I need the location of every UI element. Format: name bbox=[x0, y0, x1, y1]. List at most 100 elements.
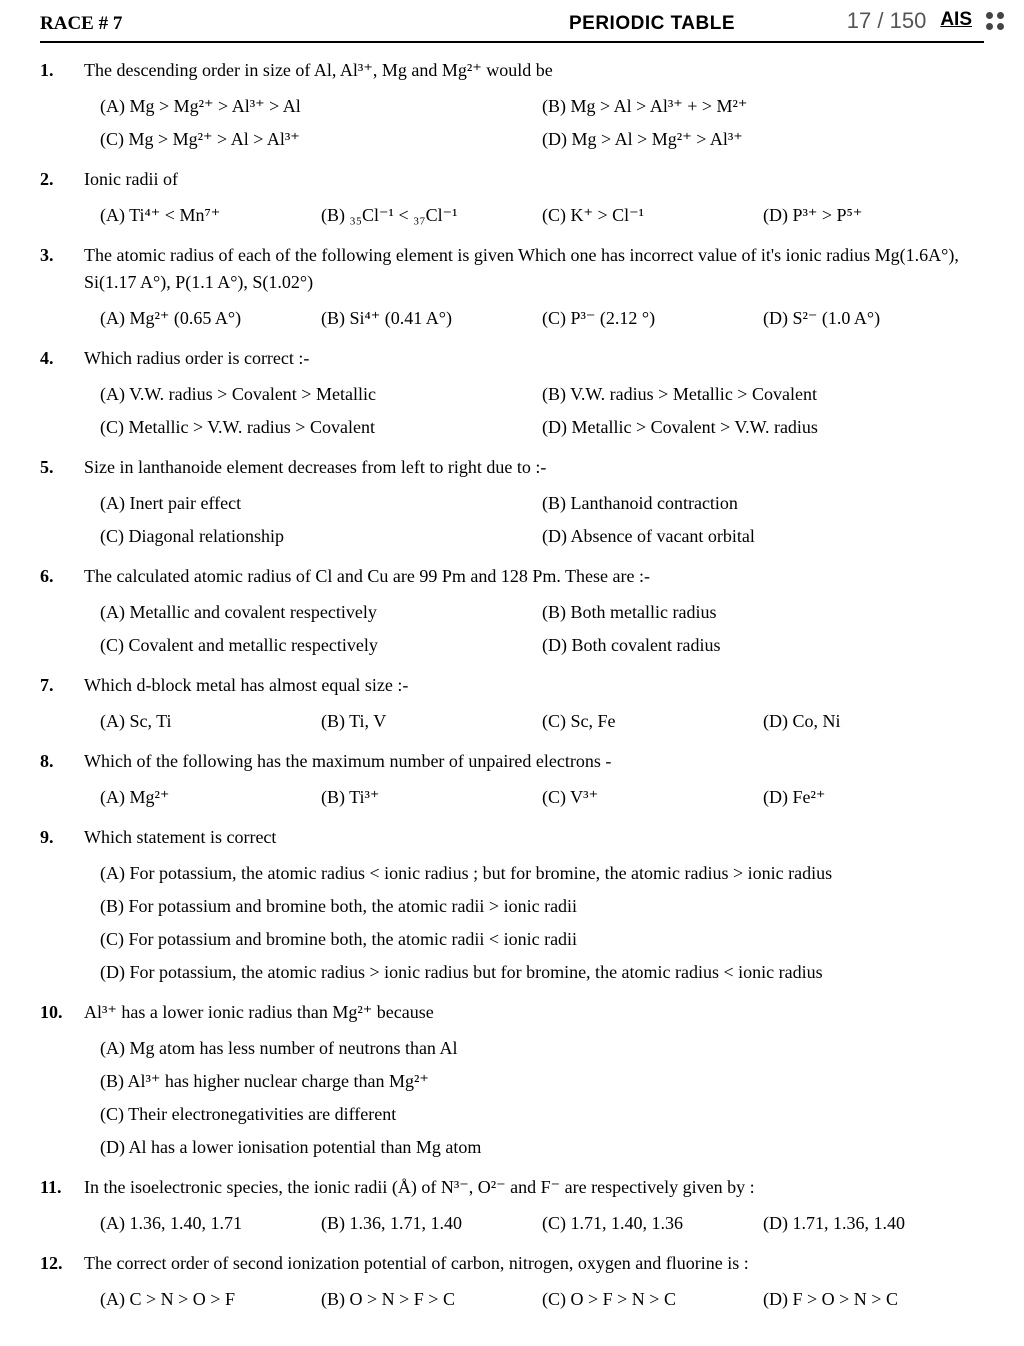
option[interactable]: (D) Co, Ni bbox=[763, 705, 984, 738]
question-row: 11.In the isoelectronic species, the ion… bbox=[40, 1174, 984, 1201]
question-text: Which statement is correct bbox=[84, 824, 984, 851]
question-number: 8. bbox=[40, 748, 84, 775]
option[interactable]: (D) F > O > N > C bbox=[763, 1283, 984, 1316]
option[interactable]: (B) Both metallic radius bbox=[542, 596, 984, 629]
option[interactable]: (D) For potassium, the atomic radius > i… bbox=[100, 956, 984, 989]
options-group: (A) Sc, Ti(B) Ti, V(C) Sc, Fe(D) Co, Ni bbox=[40, 705, 984, 738]
option[interactable]: (A) Inert pair effect bbox=[100, 487, 542, 520]
option[interactable]: (B) O > N > F > C bbox=[321, 1283, 542, 1316]
options-group: (A) C > N > O > F(B) O > N > F > C(C) O … bbox=[40, 1283, 984, 1316]
option[interactable]: (C) 1.71, 1.40, 1.36 bbox=[542, 1207, 763, 1240]
options-group: (A) Ti⁴⁺ < Mn⁷⁺(B) ₃₅Cl⁻¹ < ₃₇Cl⁻¹(C) K⁺… bbox=[40, 199, 984, 232]
option[interactable]: (A) Mg > Mg²⁺ > Al³⁺ > Al bbox=[100, 90, 542, 123]
question-text: Which radius order is correct :- bbox=[84, 345, 984, 372]
option[interactable]: (D) Both covalent radius bbox=[542, 629, 984, 662]
ais-label: AIS bbox=[940, 6, 972, 35]
option[interactable]: (D) P³⁺ > P⁵⁺ bbox=[763, 199, 984, 232]
question-number: 3. bbox=[40, 242, 84, 269]
options-group: (A) Mg²⁺ (0.65 A°)(B) Si⁴⁺ (0.41 A°)(C) … bbox=[40, 302, 984, 335]
option[interactable]: (B) V.W. radius > Metallic > Covalent bbox=[542, 378, 984, 411]
option[interactable]: (A) Sc, Ti bbox=[100, 705, 321, 738]
question: 4.Which radius order is correct :- (A) V.… bbox=[40, 345, 984, 444]
option[interactable]: (B) Ti³⁺ bbox=[321, 781, 542, 814]
question-row: 6.The calculated atomic radius of Cl and… bbox=[40, 563, 984, 590]
option[interactable]: (D) Fe²⁺ bbox=[763, 781, 984, 814]
question-number: 2. bbox=[40, 166, 84, 193]
option[interactable]: (B) Si⁴⁺ (0.41 A°) bbox=[321, 302, 542, 335]
option[interactable]: (A) Metallic and covalent respectively bbox=[100, 596, 542, 629]
option[interactable]: (C) Mg > Mg²⁺ > Al > Al³⁺ bbox=[100, 123, 542, 156]
option[interactable]: (C) O > F > N > C bbox=[542, 1283, 763, 1316]
option[interactable]: (C) Covalent and metallic respectively bbox=[100, 629, 542, 662]
question-row: 4.Which radius order is correct :- bbox=[40, 345, 984, 372]
question-text: Ionic radii of bbox=[84, 166, 984, 193]
question-text: Which of the following has the maximum n… bbox=[84, 748, 984, 775]
question-text: Which d-block metal has almost equal siz… bbox=[84, 672, 984, 699]
question: 7.Which d-block metal has almost equal s… bbox=[40, 672, 984, 738]
option[interactable]: (C) Diagonal relationship bbox=[100, 520, 542, 553]
option[interactable]: (C) Sc, Fe bbox=[542, 705, 763, 738]
option[interactable]: (B) Ti, V bbox=[321, 705, 542, 738]
option[interactable]: (C) P³⁻ (2.12 °) bbox=[542, 302, 763, 335]
options-group: (A) For potassium, the atomic radius < i… bbox=[40, 857, 984, 989]
options-group: (A) Inert pair effect(B) Lanthanoid cont… bbox=[40, 487, 984, 553]
option[interactable]: (B) Mg > Al > Al³⁺ + > M²⁺ bbox=[542, 90, 984, 123]
option[interactable]: (B) 1.36, 1.71, 1.40 bbox=[321, 1207, 542, 1240]
question-row: 3.The atomic radius of each of the follo… bbox=[40, 242, 984, 296]
option[interactable]: (C) V³⁺ bbox=[542, 781, 763, 814]
question: 12.The correct order of second ionizatio… bbox=[40, 1250, 984, 1316]
option[interactable]: (D) 1.71, 1.36, 1.40 bbox=[763, 1207, 984, 1240]
question-row: 2.Ionic radii of bbox=[40, 166, 984, 193]
option[interactable]: (C) Their electronegativities are differ… bbox=[100, 1098, 984, 1131]
option[interactable]: (C) For potassium and bromine both, the … bbox=[100, 923, 984, 956]
options-group: (A) V.W. radius > Covalent > Metallic(B)… bbox=[40, 378, 984, 444]
option[interactable]: (B) Lanthanoid contraction bbox=[542, 487, 984, 520]
option[interactable]: (C) Metallic > V.W. radius > Covalent bbox=[100, 411, 542, 444]
option[interactable]: (A) Mg²⁺ bbox=[100, 781, 321, 814]
question: 1.The descending order in size of Al, Al… bbox=[40, 57, 984, 156]
question: 8.Which of the following has the maximum… bbox=[40, 748, 984, 814]
question-text: The descending order in size of Al, Al³⁺… bbox=[84, 57, 984, 84]
option[interactable]: (D) Absence of vacant orbital bbox=[542, 520, 984, 553]
page-counter: 17 / 150 bbox=[847, 4, 927, 37]
race-number: RACE # 7 bbox=[40, 10, 320, 39]
option[interactable]: (D) S²⁻ (1.0 A°) bbox=[763, 302, 984, 335]
question-number: 5. bbox=[40, 454, 84, 481]
option[interactable]: (A) 1.36, 1.40, 1.71 bbox=[100, 1207, 321, 1240]
option[interactable]: (A) Mg²⁺ (0.65 A°) bbox=[100, 302, 321, 335]
question: 9.Which statement is correct (A) For pota… bbox=[40, 824, 984, 989]
option[interactable]: (B) Al³⁺ has higher nuclear charge than … bbox=[100, 1065, 984, 1098]
question-row: 10.Al³⁺ has a lower ionic radius than Mg… bbox=[40, 999, 984, 1026]
question-text: The calculated atomic radius of Cl and C… bbox=[84, 563, 984, 590]
option[interactable]: (A) For potassium, the atomic radius < i… bbox=[100, 857, 984, 890]
question-text: Al³⁺ has a lower ionic radius than Mg²⁺ … bbox=[84, 999, 984, 1026]
question: 6.The calculated atomic radius of Cl and… bbox=[40, 563, 984, 662]
question-text: The correct order of second ionization p… bbox=[84, 1250, 984, 1277]
option[interactable]: (A) C > N > O > F bbox=[100, 1283, 321, 1316]
question-number: 1. bbox=[40, 57, 84, 84]
option[interactable]: (D) Al has a lower ionisation potential … bbox=[100, 1131, 984, 1164]
question-number: 6. bbox=[40, 563, 84, 590]
options-group: (A) Mg atom has less number of neutrons … bbox=[40, 1032, 984, 1164]
option[interactable]: (B) ₃₅Cl⁻¹ < ₃₇Cl⁻¹ bbox=[321, 199, 542, 232]
question-number: 11. bbox=[40, 1174, 84, 1201]
question-number: 9. bbox=[40, 824, 84, 851]
menu-dots-icon[interactable] bbox=[986, 12, 1004, 30]
option[interactable]: (A) Mg atom has less number of neutrons … bbox=[100, 1032, 984, 1065]
option[interactable]: (D) Metallic > Covalent > V.W. radius bbox=[542, 411, 984, 444]
question: 5.Size in lanthanoide element decreases … bbox=[40, 454, 984, 553]
option[interactable]: (A) V.W. radius > Covalent > Metallic bbox=[100, 378, 542, 411]
question-row: 8.Which of the following has the maximum… bbox=[40, 748, 984, 775]
header-right-cluster: 17 / 150 AIS bbox=[847, 4, 1004, 37]
question: 3.The atomic radius of each of the follo… bbox=[40, 242, 984, 335]
option[interactable]: (D) Mg > Al > Mg²⁺ > Al³⁺ bbox=[542, 123, 984, 156]
options-group: (A) Mg²⁺(B) Ti³⁺(C) V³⁺(D) Fe²⁺ bbox=[40, 781, 984, 814]
questions-list: 1.The descending order in size of Al, Al… bbox=[40, 57, 984, 1316]
options-group: (A) Mg > Mg²⁺ > Al³⁺ > Al(B) Mg > Al > A… bbox=[40, 90, 984, 156]
option[interactable]: (B) For potassium and bromine both, the … bbox=[100, 890, 984, 923]
question-number: 12. bbox=[40, 1250, 84, 1277]
question: 2.Ionic radii of (A) Ti⁴⁺ < Mn⁷⁺(B) ₃₅Cl⁻… bbox=[40, 166, 984, 232]
option[interactable]: (A) Ti⁴⁺ < Mn⁷⁺ bbox=[100, 199, 321, 232]
option[interactable]: (C) K⁺ > Cl⁻¹ bbox=[542, 199, 763, 232]
question-number: 4. bbox=[40, 345, 84, 372]
